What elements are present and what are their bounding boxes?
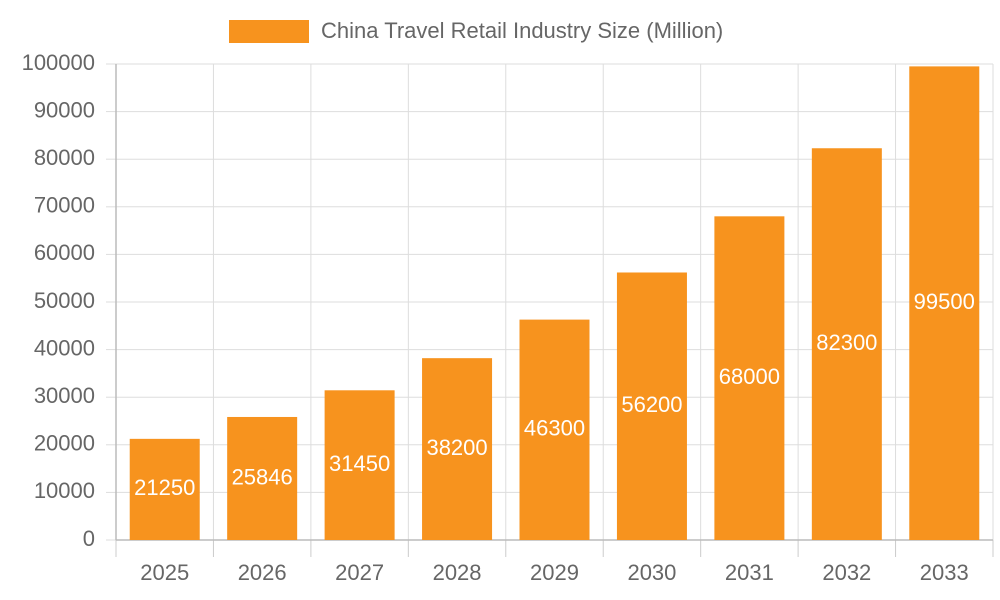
data-label: 38200 xyxy=(426,435,487,460)
data-label: 46300 xyxy=(524,416,585,441)
legend-label: China Travel Retail Industry Size (Milli… xyxy=(321,18,723,43)
y-tick-label: 50000 xyxy=(34,288,95,313)
x-tick-label: 2032 xyxy=(822,560,871,585)
y-tick-label: 80000 xyxy=(34,145,95,170)
bar xyxy=(324,390,395,540)
data-label: 68000 xyxy=(719,364,780,389)
x-tick-label: 2033 xyxy=(920,560,969,585)
y-tick-label: 10000 xyxy=(34,478,95,503)
x-tick-label: 2031 xyxy=(725,560,774,585)
data-label: 82300 xyxy=(816,330,877,355)
y-tick-label: 30000 xyxy=(34,383,95,408)
y-tick-label: 20000 xyxy=(34,431,95,456)
bar xyxy=(909,66,980,540)
x-tick-label: 2026 xyxy=(238,560,287,585)
x-tick-label: 2028 xyxy=(433,560,482,585)
x-tick-label: 2030 xyxy=(627,560,676,585)
data-label: 21250 xyxy=(134,475,195,500)
y-tick-label: 0 xyxy=(83,526,95,551)
bar xyxy=(811,148,882,540)
data-label: 31450 xyxy=(329,451,390,476)
data-label: 56200 xyxy=(621,392,682,417)
y-tick-label: 100000 xyxy=(22,50,95,75)
data-label: 99500 xyxy=(914,289,975,314)
legend-swatch xyxy=(229,20,309,43)
x-tick-label: 2029 xyxy=(530,560,579,585)
bar xyxy=(519,319,590,540)
data-label: 25846 xyxy=(232,464,293,489)
bar xyxy=(422,358,493,540)
y-tick-label: 90000 xyxy=(34,97,95,122)
bar xyxy=(714,216,785,540)
y-tick-label: 70000 xyxy=(34,193,95,218)
bar xyxy=(129,438,200,540)
bar xyxy=(616,272,687,540)
x-tick-label: 2025 xyxy=(140,560,189,585)
x-tick-label: 2027 xyxy=(335,560,384,585)
bar xyxy=(227,416,298,540)
y-tick-label: 40000 xyxy=(34,335,95,360)
y-tick-label: 60000 xyxy=(34,240,95,265)
